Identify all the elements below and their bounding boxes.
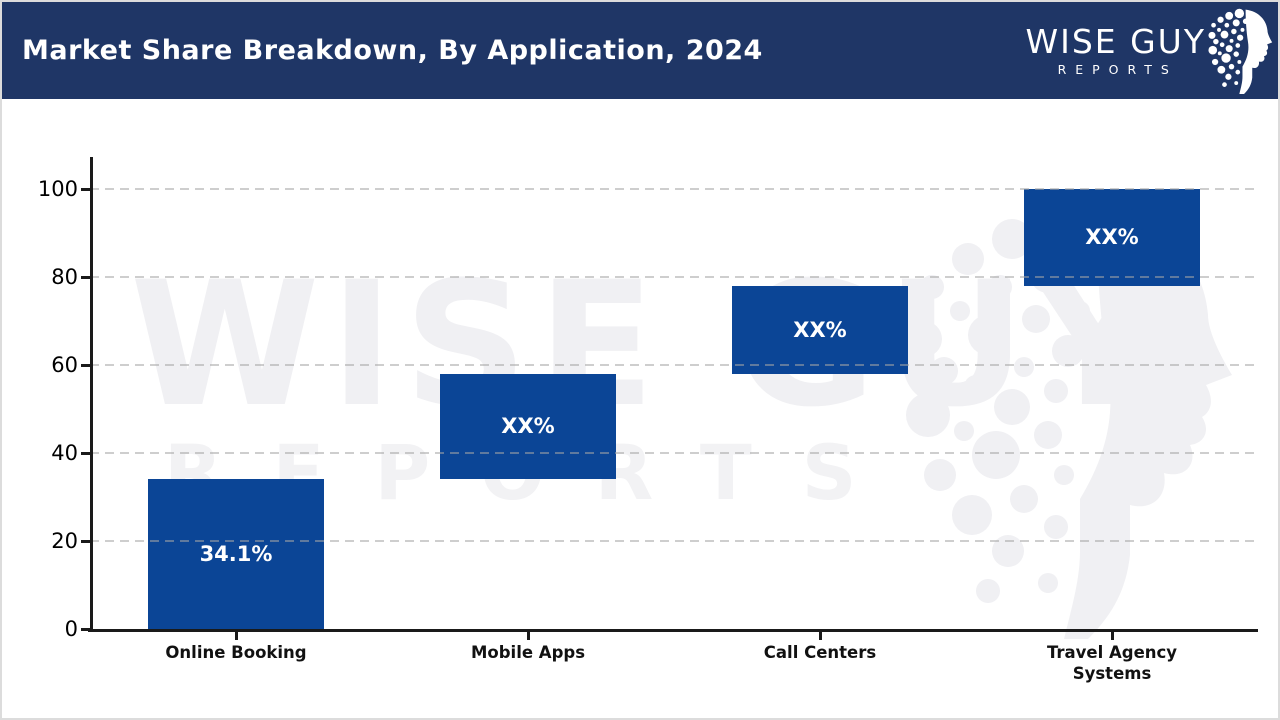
y-axis-tick <box>81 188 90 191</box>
x-axis <box>88 629 1258 632</box>
y-axis-tick <box>81 276 90 279</box>
y-axis-tick <box>81 540 90 543</box>
x-axis-tick <box>527 631 530 640</box>
gridline <box>90 364 1258 366</box>
y-tick-label: 80 <box>51 265 78 289</box>
x-category-label: Mobile Apps <box>470 643 586 662</box>
x-axis-tick <box>1111 631 1114 640</box>
gridline <box>90 188 1258 190</box>
plot-area: 0 20 40 60 80 100 34.1% Online Booking XX% Mobile… <box>2 99 1278 718</box>
y-tick-label: 40 <box>51 441 78 465</box>
gridline <box>90 452 1258 454</box>
gridline <box>90 276 1258 278</box>
gridline <box>90 540 1258 542</box>
bar-online-booking: 34.1% <box>148 478 324 629</box>
bar-value-label: 34.1% <box>199 541 273 566</box>
chart-area: WISE GUY REPORTS 02040608010034.1%Online… <box>2 99 1278 718</box>
bar-value-label: XX% <box>793 317 847 342</box>
header: Market Share Breakdown, By Application, … <box>2 2 1278 99</box>
x-axis-tick <box>235 631 238 640</box>
y-axis <box>90 157 93 631</box>
x-category-label: Travel Agency Systems <box>1046 643 1178 683</box>
y-axis-tick <box>81 452 90 455</box>
y-tick-label: 0 <box>64 617 78 641</box>
brand-logo-text: WISE GUY REPORTS <box>1025 25 1206 77</box>
y-axis-tick <box>81 364 90 367</box>
dotted-head-icon <box>1208 8 1273 94</box>
brand-wordmark: WISE GUY <box>1025 22 1206 61</box>
y-tick-label: 100 <box>37 177 78 201</box>
bar-travel-agency-systems: XX% <box>1024 189 1200 286</box>
brand-subtext: REPORTS <box>1057 62 1178 77</box>
y-axis-tick <box>81 628 90 631</box>
bar-call-centers: XX% <box>732 285 908 374</box>
bar-mobile-apps: XX% <box>440 373 616 479</box>
x-axis-tick <box>819 631 822 640</box>
bar-value-label: XX% <box>501 414 555 439</box>
y-tick-label: 20 <box>51 529 78 553</box>
x-category-label: Call Centers <box>763 643 877 662</box>
y-tick-label: 60 <box>51 353 78 377</box>
page-title: Market Share Breakdown, By Application, … <box>22 35 763 66</box>
bar-value-label: XX% <box>1085 225 1139 250</box>
brand-logo: WISE GUY REPORTS <box>1025 6 1274 96</box>
x-category-label: Online Booking <box>165 643 307 662</box>
